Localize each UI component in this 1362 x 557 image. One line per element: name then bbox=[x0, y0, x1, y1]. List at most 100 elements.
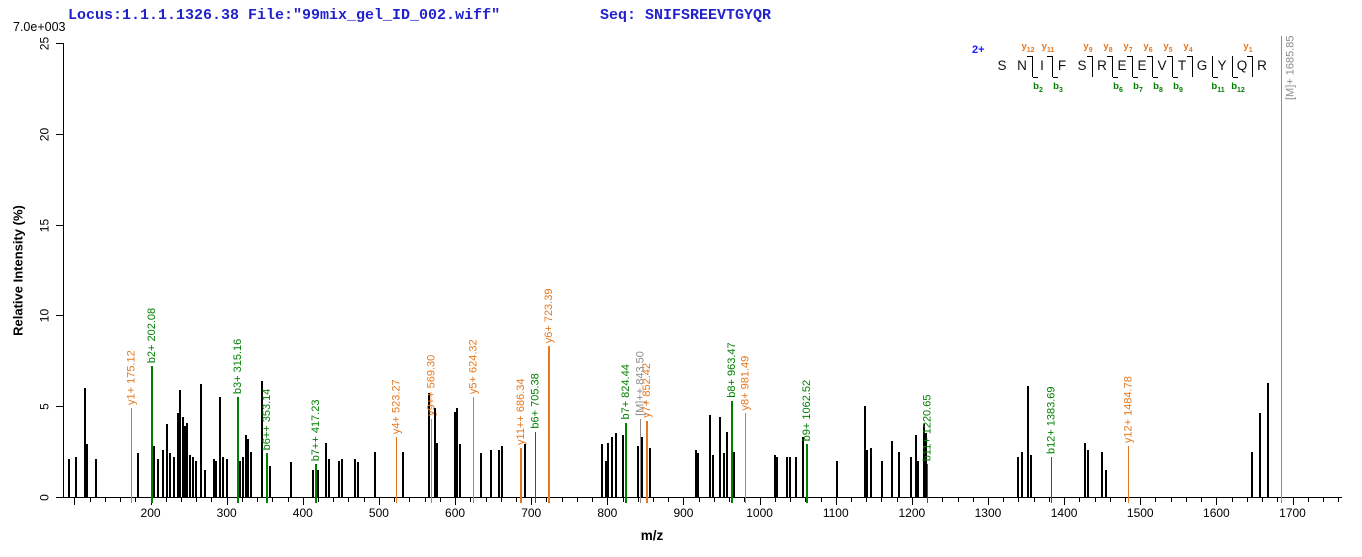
cleavage-mark bbox=[1112, 56, 1113, 77]
peak bbox=[610, 437, 613, 497]
x-tick bbox=[241, 498, 243, 502]
y-cleavage-tick bbox=[1047, 56, 1052, 57]
x-tick bbox=[1079, 498, 1081, 502]
x-tick bbox=[1338, 498, 1340, 502]
x-tick bbox=[1094, 498, 1096, 502]
x-tick bbox=[211, 498, 213, 502]
ion-peak bbox=[395, 437, 398, 503]
cleavage-mark bbox=[1192, 56, 1193, 77]
x-tick bbox=[987, 498, 989, 505]
peak bbox=[869, 447, 872, 497]
peak bbox=[709, 415, 712, 497]
y-tick-label: 10 bbox=[37, 309, 52, 323]
peak-label: b2+ 202.08 bbox=[146, 307, 159, 364]
x-tick bbox=[1292, 498, 1294, 505]
peak bbox=[891, 440, 894, 497]
peak bbox=[776, 457, 779, 497]
cleavage-mark bbox=[1052, 56, 1053, 77]
peak bbox=[641, 437, 644, 497]
peak-label: b11+ 1220.65 bbox=[921, 394, 934, 462]
peak bbox=[479, 453, 482, 497]
b-ion-label: b3 bbox=[1053, 81, 1063, 94]
y-tick bbox=[56, 43, 63, 44]
x-tick bbox=[378, 498, 380, 505]
peak-label: b8+ 963.47 bbox=[725, 342, 738, 398]
peak bbox=[176, 413, 179, 497]
x-tick-label: 1700 bbox=[1279, 506, 1306, 520]
x-tick bbox=[881, 498, 883, 502]
ion-peak bbox=[1127, 446, 1130, 503]
peak bbox=[244, 435, 247, 497]
y-tick-label: 25 bbox=[37, 36, 52, 51]
y-tick bbox=[56, 315, 63, 317]
peak bbox=[910, 457, 913, 497]
peak bbox=[607, 442, 610, 497]
x-tick bbox=[439, 498, 441, 502]
x-tick bbox=[683, 498, 685, 505]
peak bbox=[454, 411, 457, 497]
peak bbox=[225, 458, 228, 497]
x-tick bbox=[653, 498, 654, 502]
peak bbox=[203, 469, 206, 497]
x-tick bbox=[942, 498, 944, 502]
peak bbox=[773, 455, 776, 497]
y-cleavage-tick bbox=[1187, 56, 1192, 57]
x-tick bbox=[196, 498, 198, 502]
x-tick bbox=[181, 498, 182, 502]
b-cleavage-tick bbox=[1153, 77, 1158, 78]
ion-peak bbox=[1050, 457, 1053, 503]
ion-peak bbox=[926, 464, 929, 503]
y-tick bbox=[56, 406, 63, 408]
peak bbox=[1104, 469, 1107, 497]
x-tick bbox=[1170, 498, 1172, 502]
x-tick bbox=[1125, 498, 1127, 502]
peak bbox=[916, 460, 919, 497]
ion-peak bbox=[731, 400, 733, 503]
y-ion-label: y8 bbox=[1103, 41, 1113, 54]
peak-label: b6++ 353.14 bbox=[261, 388, 274, 451]
x-tick bbox=[759, 498, 761, 505]
peak bbox=[218, 397, 221, 497]
x-tick bbox=[89, 498, 91, 502]
x-tick bbox=[820, 498, 822, 502]
x-tick bbox=[774, 498, 776, 502]
peak bbox=[260, 380, 263, 497]
peak bbox=[621, 435, 624, 497]
peak bbox=[169, 453, 172, 497]
peak bbox=[325, 442, 328, 497]
peak bbox=[183, 426, 186, 497]
peak bbox=[865, 449, 868, 497]
cleavage-mark bbox=[1152, 56, 1153, 77]
peak bbox=[189, 455, 192, 497]
y-ion-label: y12 bbox=[1021, 41, 1035, 54]
x-tick bbox=[74, 498, 76, 505]
peak bbox=[694, 449, 697, 497]
peak bbox=[604, 460, 607, 497]
x-tick bbox=[713, 498, 715, 502]
cleavage-mark bbox=[1172, 56, 1173, 77]
x-tick-label: 500 bbox=[368, 506, 389, 520]
x-tick bbox=[1018, 498, 1020, 502]
peak-label: y11++ 686.34 bbox=[514, 378, 527, 445]
x-tick bbox=[1140, 498, 1142, 505]
b-cleavage-tick bbox=[1133, 77, 1138, 78]
x-tick-label: 1400 bbox=[1050, 506, 1078, 520]
peak bbox=[1017, 457, 1020, 497]
x-tick bbox=[455, 498, 457, 505]
peak bbox=[340, 458, 343, 497]
peak bbox=[881, 460, 884, 497]
residue-letter: F bbox=[1057, 58, 1067, 73]
y-tick bbox=[56, 224, 63, 226]
peak bbox=[1267, 382, 1270, 497]
x-tick bbox=[531, 498, 533, 505]
cleavage-mark bbox=[1132, 56, 1133, 77]
ion-peak bbox=[646, 420, 648, 503]
peak bbox=[795, 457, 798, 497]
peak bbox=[1021, 451, 1024, 497]
residue-letter: E bbox=[1137, 58, 1147, 73]
peak bbox=[356, 462, 359, 497]
residue-letter: S bbox=[997, 58, 1007, 73]
peak-label: y9++ 569.30 bbox=[425, 354, 438, 416]
y-ion-label: y1 bbox=[1243, 41, 1253, 54]
peak bbox=[84, 388, 87, 497]
